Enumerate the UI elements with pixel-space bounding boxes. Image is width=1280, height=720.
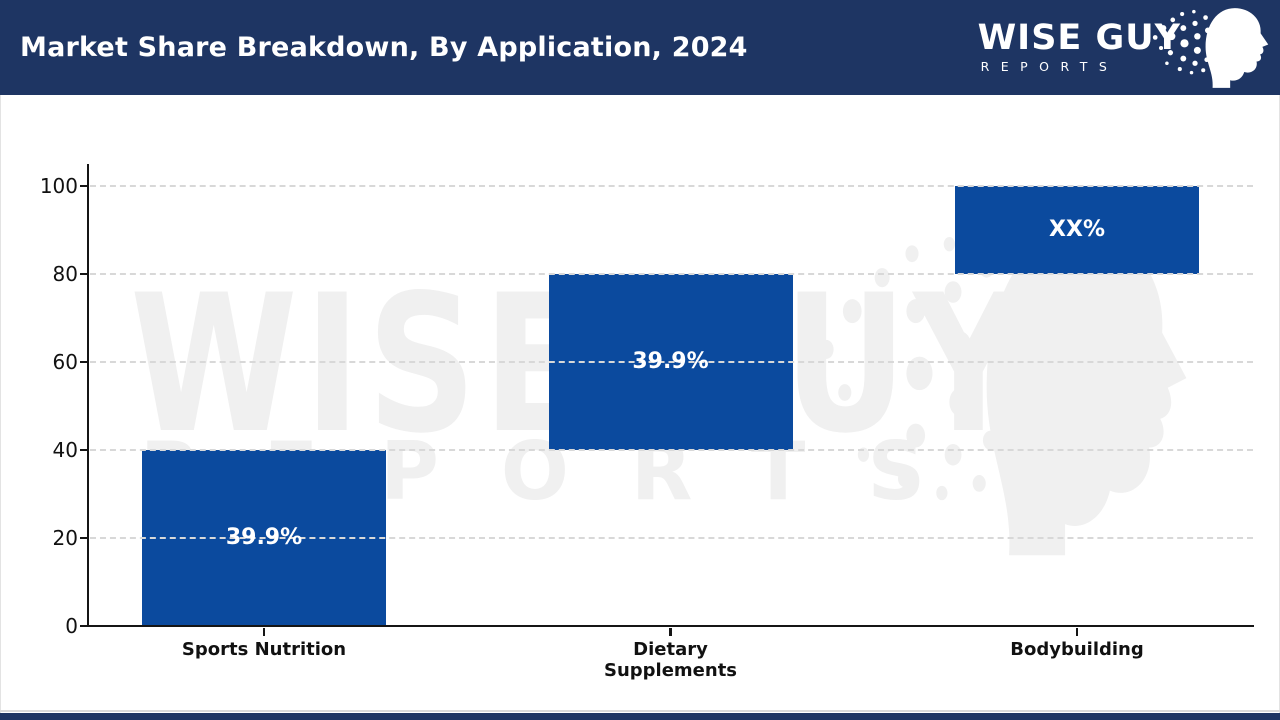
bar-value-label: XX% [1049,217,1105,242]
y-tick-label: 40 [52,438,78,462]
category-label: Sports Nutrition [181,639,347,660]
gridline [90,449,1253,451]
x-tick-mark [669,627,672,636]
logo-wordmark-line1: WISE GUY [977,18,1181,58]
bottom-hairline [0,710,1280,712]
y-tick-label: 0 [65,614,78,638]
header-bar: Market Share Breakdown, By Application, … [0,0,1280,95]
logo-wordmark-line2: REPORTS [980,59,1119,74]
y-tick-mark [80,360,87,364]
gridline [90,361,1253,363]
x-axis-line [86,624,1254,628]
chart-title: Market Share Breakdown, By Application, … [20,32,748,63]
watermark-face-icon [818,229,1187,556]
y-tick-label: 20 [52,526,78,550]
y-tick-mark [80,272,87,276]
gridline [90,185,1253,187]
logo-wordmark: WISE GUY REPORTS [977,18,1181,75]
y-axis-line [86,164,89,625]
left-edge-border [0,95,1,713]
y-tick-mark [80,448,87,452]
brand-logo: WISE GUY REPORTS [978,7,1270,89]
footer-bar [0,713,1280,720]
y-tick-mark [80,624,87,628]
y-tick-mark [80,536,87,540]
x-tick-mark [262,627,266,636]
y-tick-mark [80,184,87,188]
x-tick-mark [1075,627,1079,636]
bar-value-label: 39.9% [225,525,303,550]
y-tick-label: 100 [39,174,78,198]
category-label: Dietary Supplements [603,639,738,681]
gridline [90,273,1253,275]
chart-area: WISE GUY REPORTS 39.9% Sports Nutrition 39… [0,95,1280,713]
y-tick-label: 80 [52,262,78,286]
y-tick-label: 60 [52,350,78,374]
category-label: Bodybuilding [1010,639,1144,660]
bar-value-label: 39.9% [632,349,709,374]
gridline [90,537,1253,539]
